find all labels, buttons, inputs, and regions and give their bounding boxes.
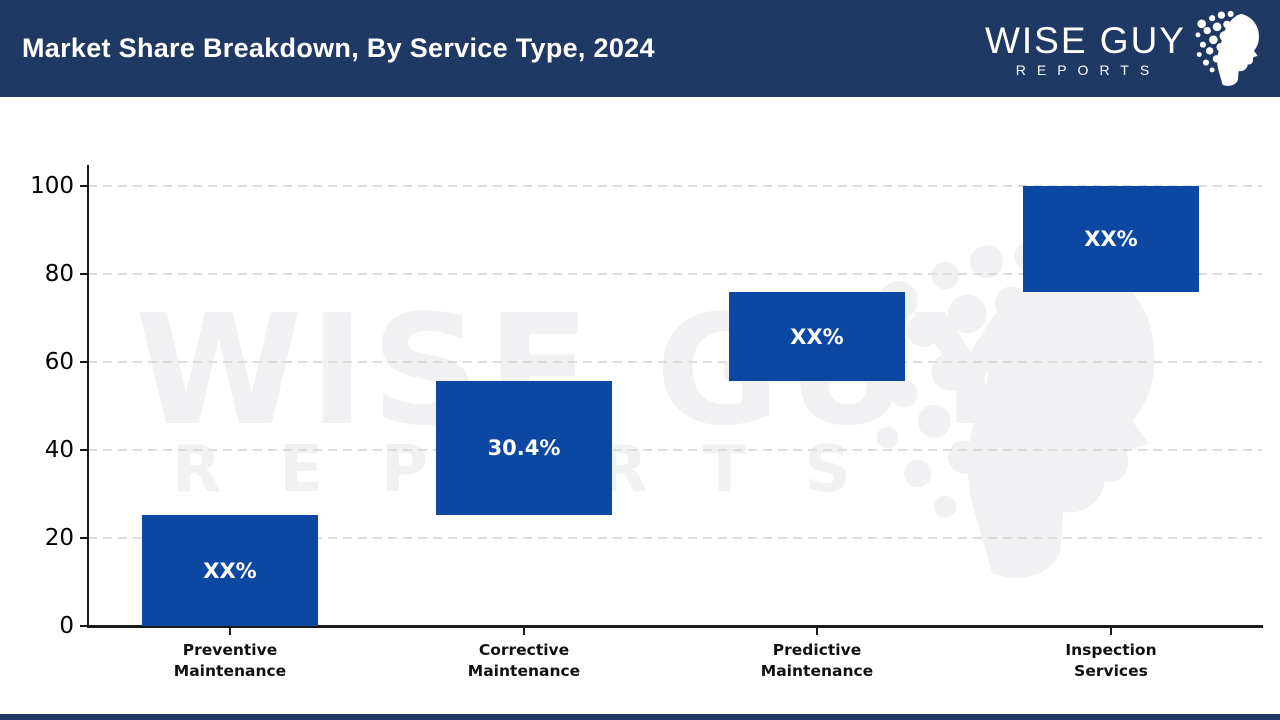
y-axis-tick-label: 60 xyxy=(44,349,74,375)
brand-name: WISE GUY xyxy=(984,19,1186,61)
x-axis-tick xyxy=(229,627,231,635)
category-label: Predictive Maintenance xyxy=(760,641,874,680)
x-axis-tick xyxy=(816,627,818,635)
gridline xyxy=(88,273,1262,275)
brand-logo: WISE GUY REPORTS xyxy=(985,6,1270,92)
bar-value-label: XX% xyxy=(203,558,257,583)
bar-value-label: 30.4% xyxy=(487,436,561,461)
bar-value-label: XX% xyxy=(790,324,844,349)
waterfall-bar: XX% xyxy=(142,515,318,626)
header: Market Share Breakdown, By Service Type,… xyxy=(0,0,1280,97)
brand-logo-text: WISE GUY REPORTS xyxy=(985,22,1186,77)
y-axis-tick-label: 40 xyxy=(44,437,74,463)
gridline xyxy=(88,537,1262,539)
y-axis-line xyxy=(87,165,89,627)
category-label: Inspection Services xyxy=(1065,641,1157,680)
y-axis-tick-label: 20 xyxy=(44,525,74,551)
x-axis-line xyxy=(87,625,1263,628)
bar-value-label: XX% xyxy=(1084,227,1138,252)
gridline xyxy=(88,361,1262,363)
category-label: Preventive Maintenance xyxy=(173,641,287,680)
x-axis-tick xyxy=(1110,627,1112,635)
y-axis-tick xyxy=(80,537,88,539)
footer-strip xyxy=(0,714,1280,720)
brand-head-icon xyxy=(1195,10,1259,86)
waterfall-bar: XX% xyxy=(1023,186,1199,293)
y-axis-tick xyxy=(80,449,88,451)
gridline xyxy=(88,449,1262,451)
page-title: Market Share Breakdown, By Service Type,… xyxy=(22,33,655,63)
y-axis-tick xyxy=(80,361,88,363)
x-axis-tick xyxy=(523,627,525,635)
waterfall-bar: XX% xyxy=(729,292,905,382)
category-label: Corrective Maintenance xyxy=(467,641,581,680)
y-axis-tick xyxy=(80,273,88,275)
waterfall-bar: 30.4% xyxy=(436,381,612,516)
y-axis-tick xyxy=(80,625,88,627)
y-axis-tick-label: 100 xyxy=(30,173,74,199)
brand-subtitle: REPORTS xyxy=(1015,61,1161,78)
y-axis-tick-label: 80 xyxy=(44,261,74,287)
gridline xyxy=(88,185,1262,187)
y-axis-tick-label: 0 xyxy=(59,613,74,639)
y-axis-tick xyxy=(80,185,88,187)
